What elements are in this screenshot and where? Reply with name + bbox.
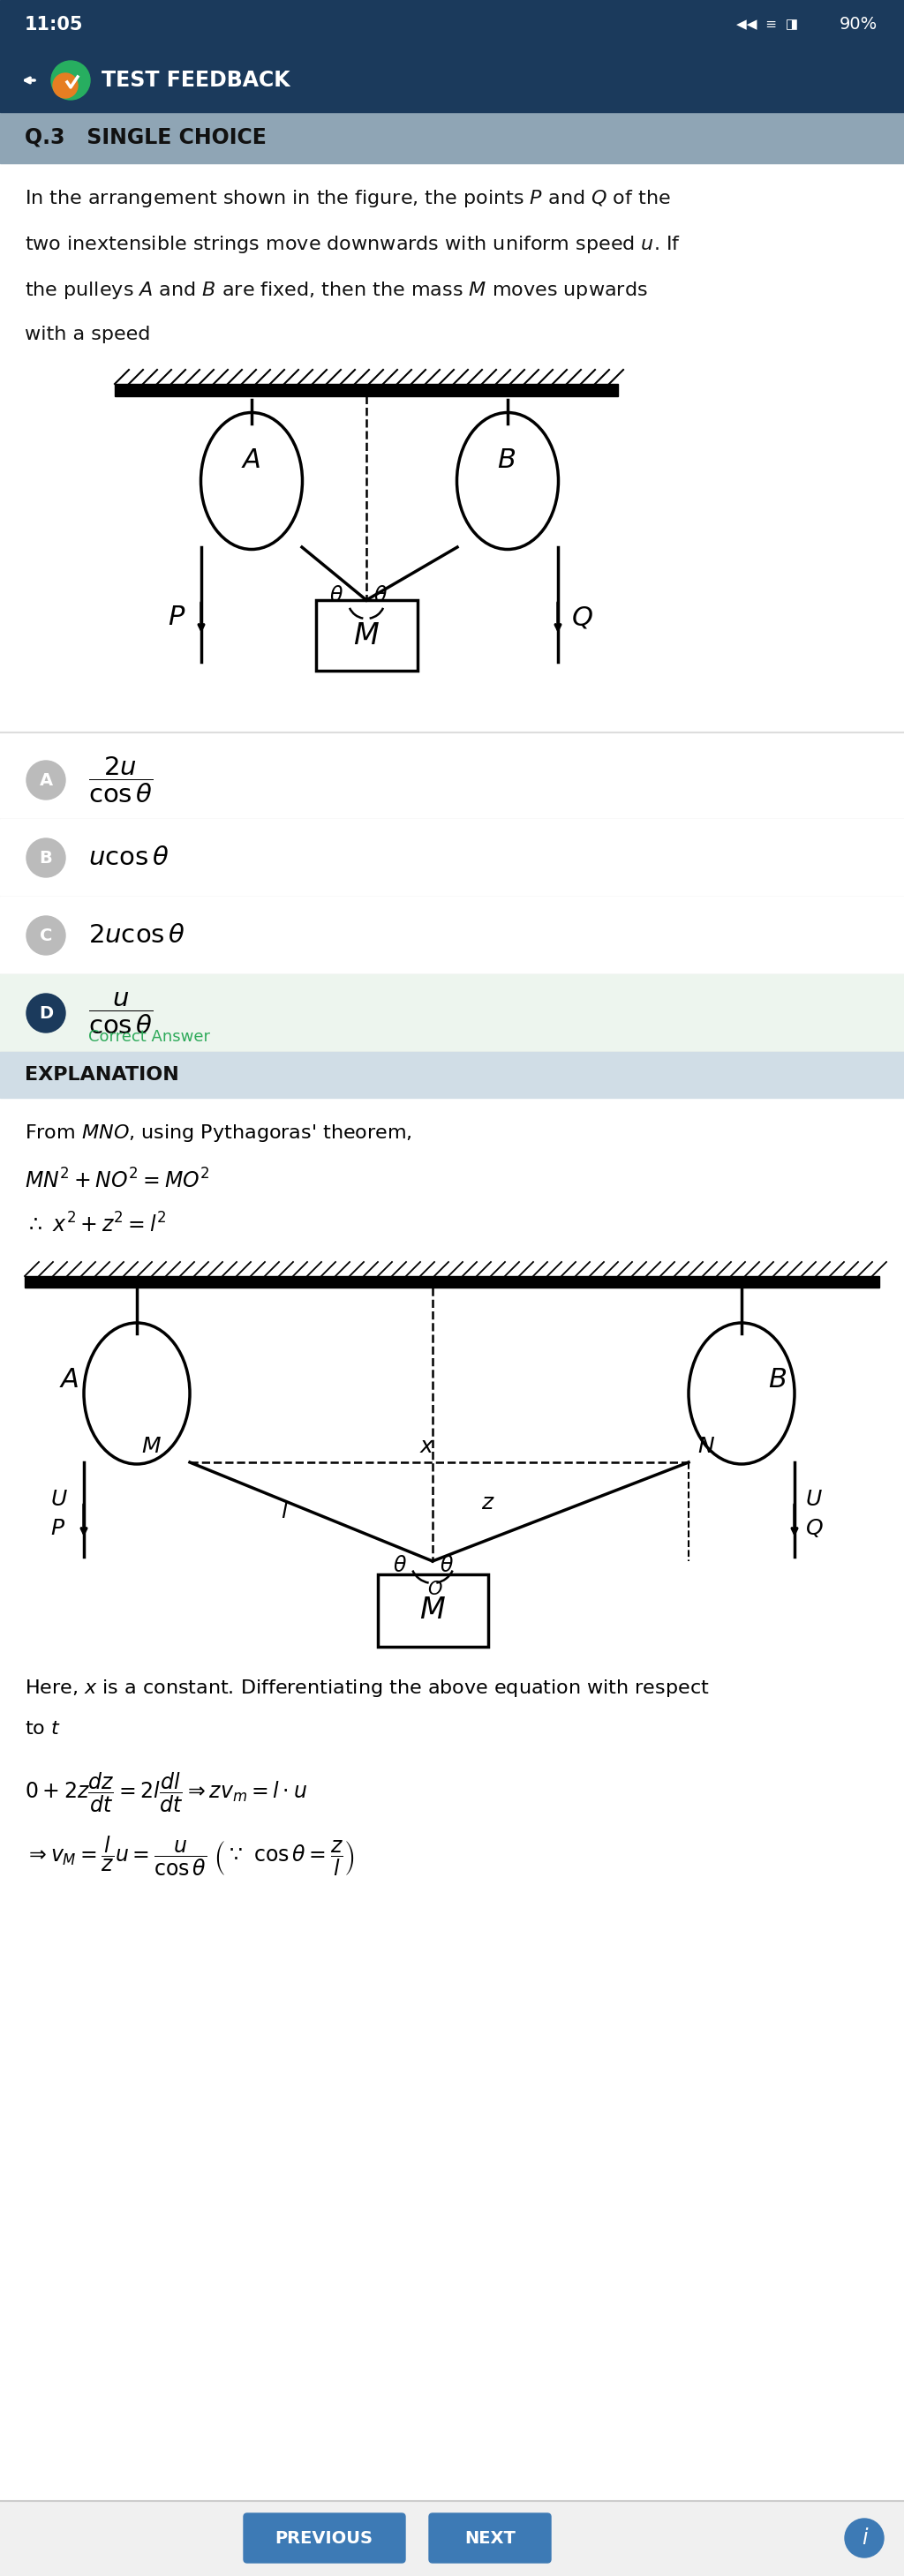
Text: $M$: $M$ — [141, 1435, 162, 1458]
Circle shape — [26, 917, 65, 956]
Text: $l$: $l$ — [280, 1502, 288, 1522]
Text: EXPLANATION: EXPLANATION — [24, 1066, 179, 1084]
Text: D: D — [39, 1005, 53, 1023]
Text: B: B — [40, 850, 52, 866]
Text: $Q$: $Q$ — [805, 1517, 824, 1540]
FancyBboxPatch shape — [429, 2514, 551, 2563]
Text: $\dfrac{2u}{\cos\theta}$: $\dfrac{2u}{\cos\theta}$ — [89, 755, 153, 804]
Bar — [0, 819, 904, 896]
Text: 11:05: 11:05 — [24, 15, 83, 33]
Text: with a speed: with a speed — [24, 325, 150, 343]
Text: 90%: 90% — [839, 15, 878, 33]
Text: ◀◀  ≡  ◨: ◀◀ ≡ ◨ — [736, 18, 798, 31]
Text: to $t$: to $t$ — [24, 1721, 61, 1739]
Bar — [0, 113, 904, 162]
Text: $\theta$: $\theta$ — [373, 585, 388, 605]
Text: $z$: $z$ — [481, 1492, 495, 1515]
Text: $N$: $N$ — [697, 1435, 715, 1458]
Bar — [0, 162, 904, 376]
Text: $MN^2 + NO^2 = MO^2$: $MN^2 + NO^2 = MO^2$ — [24, 1170, 210, 1193]
Text: $Q$: $Q$ — [571, 605, 593, 631]
Bar — [0, 742, 904, 819]
Text: $\therefore\ x^2 + z^2 = l^2$: $\therefore\ x^2 + z^2 = l^2$ — [24, 1213, 166, 1236]
Bar — [115, 384, 618, 397]
Text: $A$: $A$ — [241, 448, 260, 474]
Text: $0 + 2z\dfrac{dz}{dt} = 2l\dfrac{dl}{dt} \Rightarrow zv_m = l\cdot u$: $0 + 2z\dfrac{dz}{dt} = 2l\dfrac{dl}{dt}… — [24, 1772, 307, 1814]
Bar — [0, 1051, 904, 1097]
Bar — [0, 0, 904, 49]
Text: $\theta$: $\theta$ — [393, 1556, 407, 1577]
Bar — [24, 1275, 880, 1288]
Text: $u\cos\theta$: $u\cos\theta$ — [89, 845, 169, 871]
Text: $B$: $B$ — [768, 1368, 786, 1394]
Text: $M$: $M$ — [419, 1597, 446, 1625]
Circle shape — [26, 994, 65, 1033]
Text: $\theta$: $\theta$ — [439, 1556, 454, 1577]
Text: $B$: $B$ — [497, 448, 515, 474]
Text: $2u\cos\theta$: $2u\cos\theta$ — [89, 922, 185, 948]
Text: Here, $x$ is a constant. Differentiating the above equation with respect: Here, $x$ is a constant. Differentiating… — [24, 1677, 710, 1698]
Text: $x$: $x$ — [419, 1435, 435, 1458]
Text: A: A — [39, 773, 52, 788]
Circle shape — [52, 62, 90, 100]
Text: Correct Answer: Correct Answer — [89, 1028, 210, 1046]
Text: TEST FEEDBACK: TEST FEEDBACK — [101, 70, 290, 90]
Text: $P$: $P$ — [168, 605, 185, 631]
Text: $O$: $O$ — [428, 1582, 443, 1597]
FancyBboxPatch shape — [244, 2514, 405, 2563]
Text: $U$: $U$ — [805, 1489, 823, 1510]
Text: In the arrangement shown in the figure, the points $P$ and $Q$ of the: In the arrangement shown in the figure, … — [24, 188, 671, 209]
Text: C: C — [40, 927, 52, 943]
Text: $P$: $P$ — [51, 1517, 65, 1538]
Circle shape — [845, 2519, 884, 2558]
Text: $\Rightarrow v_M = \dfrac{l}{z}u = \dfrac{u}{\cos\theta}\ \left(\because\ \cos\t: $\Rightarrow v_M = \dfrac{l}{z}u = \dfra… — [24, 1834, 354, 1878]
Circle shape — [53, 72, 78, 98]
Text: NEXT: NEXT — [465, 2530, 515, 2548]
Text: PREVIOUS: PREVIOUS — [275, 2530, 373, 2548]
Bar — [0, 896, 904, 974]
Text: $U$: $U$ — [51, 1489, 68, 1510]
Bar — [0, 2501, 904, 2576]
Text: $\theta$: $\theta$ — [329, 585, 344, 605]
Circle shape — [26, 837, 65, 878]
Bar — [316, 600, 418, 670]
Text: the pulleys $A$ and $B$ are fixed, then the mass $M$ moves upwards: the pulleys $A$ and $B$ are fixed, then … — [24, 281, 647, 301]
Text: two inextensible strings move downwards with uniform speed $u$. If: two inextensible strings move downwards … — [24, 234, 681, 255]
Bar — [0, 974, 904, 1051]
Bar — [0, 49, 904, 113]
Text: Q.3   SINGLE CHOICE: Q.3 SINGLE CHOICE — [24, 126, 267, 149]
Text: From $MNO$, using Pythagoras' theorem,: From $MNO$, using Pythagoras' theorem, — [24, 1123, 412, 1144]
Circle shape — [26, 760, 65, 799]
Text: i: i — [862, 2527, 867, 2548]
Text: $\dfrac{u}{\cos\theta}$: $\dfrac{u}{\cos\theta}$ — [89, 992, 153, 1036]
Text: $A$: $A$ — [59, 1368, 79, 1394]
Text: $M$: $M$ — [353, 621, 380, 649]
Bar — [378, 1574, 488, 1646]
